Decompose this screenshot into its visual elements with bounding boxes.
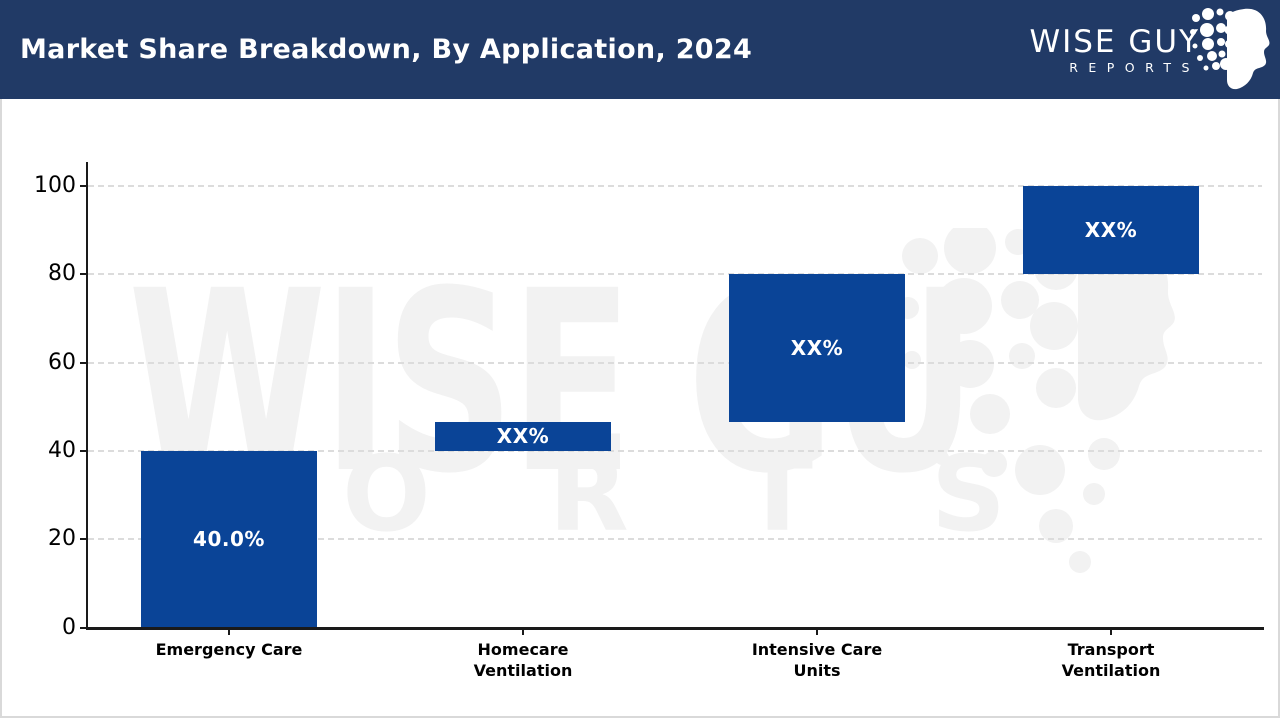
x-axis-line	[86, 627, 1264, 630]
y-tick-label: 40	[48, 437, 76, 463]
header-bar: Market Share Breakdown, By Application, …	[0, 0, 1280, 99]
logo-line1: WISE GUY	[1029, 23, 1200, 60]
y-tick-mark	[80, 449, 88, 452]
y-tick-mark	[80, 538, 88, 541]
logo-line2: REPORTS	[1069, 59, 1200, 75]
x-tick-mark	[1110, 629, 1112, 635]
x-tick-label-line: Ventilation	[473, 661, 573, 680]
y-tick-mark	[80, 361, 88, 364]
y-tick-mark	[80, 626, 88, 629]
x-tick-mark	[228, 629, 230, 635]
gridline	[88, 273, 1262, 276]
x-tick-label: Intensive Care Units	[702, 639, 932, 681]
y-tick-mark	[80, 273, 88, 276]
logo-face-icon	[1190, 7, 1270, 89]
y-axis-line	[86, 162, 88, 629]
bar-segment: XX%	[1023, 186, 1199, 275]
x-tick-label-line: Units	[793, 661, 841, 680]
y-tick-label: 80	[48, 261, 76, 287]
x-tick-label-line: Homecare	[477, 640, 569, 659]
bar-segment: XX%	[435, 421, 611, 451]
y-tick-mark	[80, 185, 88, 187]
y-tick-label: 20	[48, 526, 76, 552]
x-tick-mark	[522, 629, 524, 635]
gridline	[88, 538, 1262, 541]
bar-segment: XX%	[729, 274, 905, 422]
x-tick-mark	[816, 629, 818, 635]
y-tick-label: 60	[48, 349, 76, 375]
wise-guy-reports-logo: WISE GUY REPORTS	[1029, 6, 1270, 94]
y-tick-label: 0	[62, 614, 76, 640]
x-tick-label-line: Ventilation	[1061, 661, 1161, 680]
gridline	[88, 185, 1262, 187]
gridline	[88, 449, 1262, 452]
bar-label: XX%	[1084, 218, 1138, 243]
y-tick-label: 100	[34, 173, 76, 198]
x-tick-label-line: Emergency Care	[155, 640, 303, 659]
x-tick-label: Homecare Ventilation	[408, 639, 638, 681]
bar-segment: 40.0%	[141, 450, 317, 628]
x-tick-label-line: Intensive Care	[751, 640, 883, 659]
page-title: Market Share Breakdown, By Application, …	[20, 34, 753, 65]
x-tick-label: Emergency Care	[114, 639, 344, 660]
bar-label: 40.0%	[193, 527, 265, 552]
logo-text: WISE GUY REPORTS	[1029, 25, 1200, 75]
x-tick-label-line: Transport	[1067, 640, 1155, 659]
gridline	[88, 361, 1262, 364]
bar-label: XX%	[790, 336, 844, 361]
watermark-face-icon	[897, 228, 1175, 573]
bar-label: XX%	[496, 424, 550, 449]
x-tick-label: Transport Ventilation	[996, 639, 1226, 681]
